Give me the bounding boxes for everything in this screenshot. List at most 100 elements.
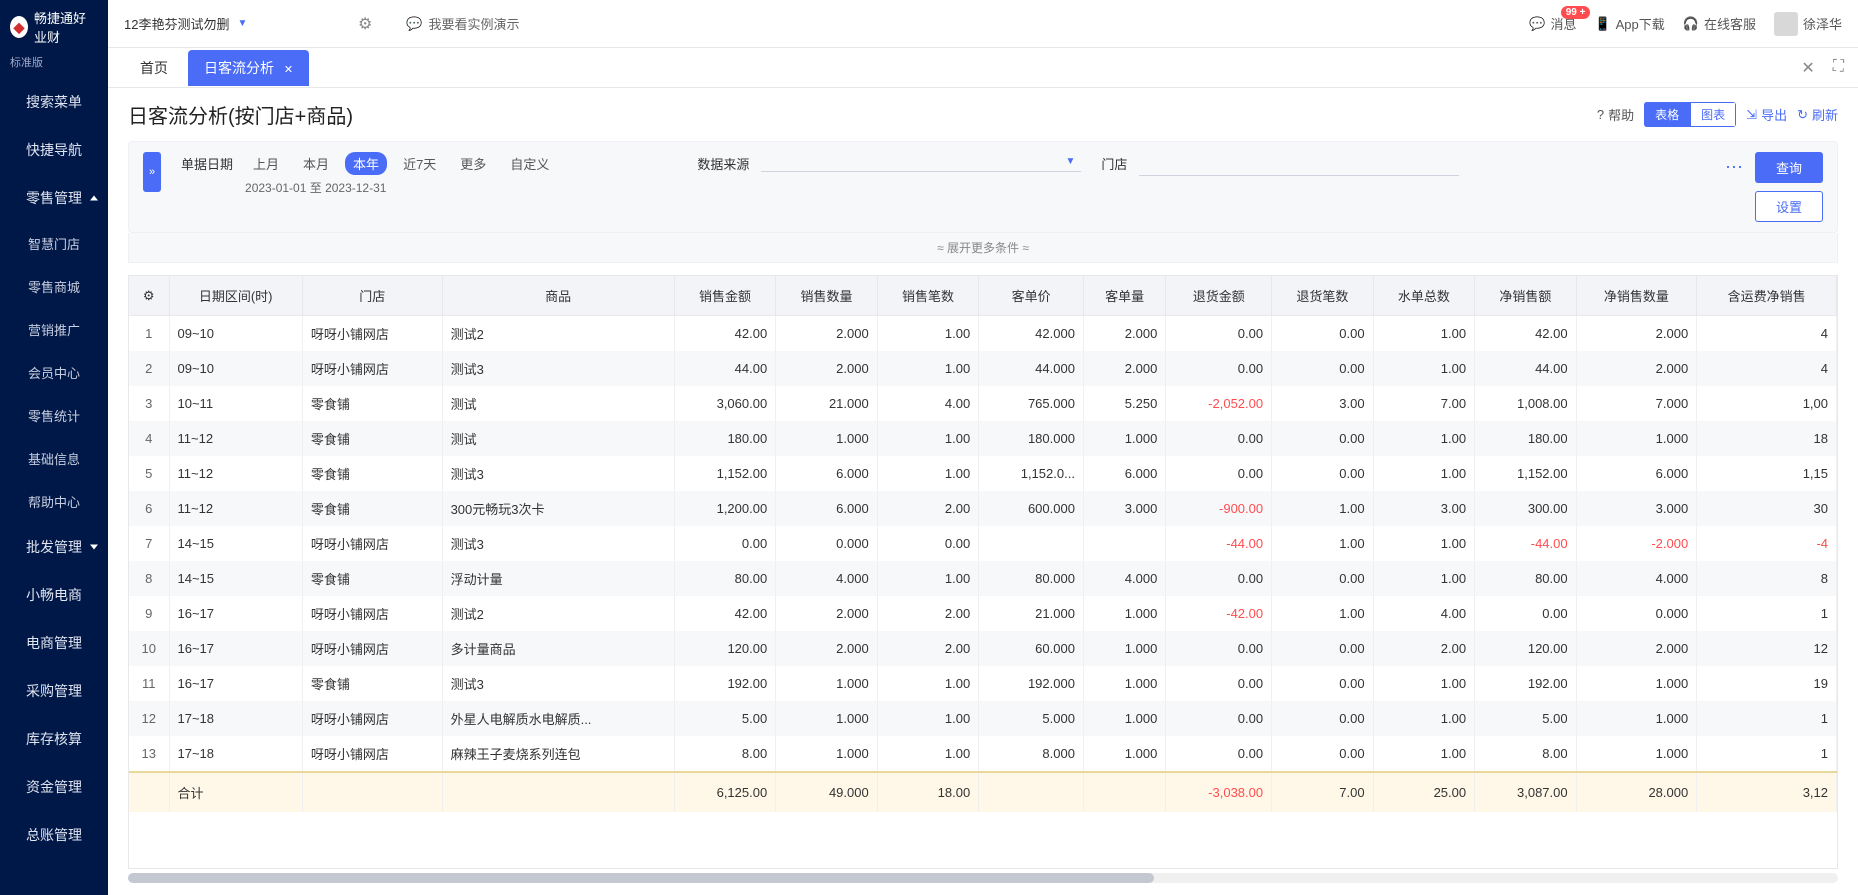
table-cell: 42.00: [674, 316, 776, 352]
column-header[interactable]: 门店: [302, 276, 442, 316]
sidebar-sub-item[interactable]: 基础信息: [0, 437, 108, 480]
scrollbar-thumb[interactable]: [128, 873, 1154, 883]
sidebar-item[interactable]: 电商管理: [0, 619, 108, 667]
column-header[interactable]: 退货笔数: [1272, 276, 1374, 316]
help-link[interactable]: ?帮助: [1597, 105, 1634, 124]
sidebar-item[interactable]: 采购管理: [0, 667, 108, 715]
table-cell: 0.00: [674, 526, 776, 561]
table-cell: 2.00: [877, 491, 979, 526]
refresh-link[interactable]: ↻刷新: [1797, 105, 1838, 124]
column-header[interactable]: 含运费净销售: [1697, 276, 1837, 316]
table-cell: 1.000: [776, 736, 878, 772]
date-range: 2023-01-01 至 2023-12-31: [245, 179, 557, 196]
table-cell: 测试3: [442, 351, 674, 386]
support-button[interactable]: 🎧 在线客服: [1683, 14, 1756, 33]
sidebar-sub-item[interactable]: 会员中心: [0, 351, 108, 394]
column-header[interactable]: 销售数量: [776, 276, 878, 316]
table-cell: 测试: [442, 421, 674, 456]
gear-icon[interactable]: ⚙: [358, 14, 372, 34]
column-header[interactable]: 日期区间(时): [169, 276, 302, 316]
table-cell: -42.00: [1166, 596, 1272, 631]
table-row[interactable]: 310~11零食铺测试3,060.0021.0004.00765.0005.25…: [129, 386, 1837, 421]
column-header[interactable]: 净销售额: [1475, 276, 1577, 316]
table-cell: 16~17: [169, 596, 302, 631]
table-cell: 0.00: [1166, 701, 1272, 736]
sidebar-item[interactable]: 库存核算: [0, 715, 108, 763]
table-row[interactable]: 411~12零食铺测试180.001.0001.00180.0001.0000.…: [129, 421, 1837, 456]
date-option[interactable]: 本月: [295, 152, 337, 175]
sidebar-item-search[interactable]: 搜索菜单: [0, 78, 108, 126]
sidebar: ◆ 畅捷通好业财 标准版 搜索菜单 快捷导航 零售管理 智慧门店零售商城营销推广…: [0, 0, 108, 895]
toggle-chart[interactable]: 图表: [1690, 102, 1736, 127]
total-cell: -3,038.00: [1166, 772, 1272, 812]
sidebar-item[interactable]: 小畅电商: [0, 571, 108, 619]
date-option[interactable]: 本年: [345, 152, 387, 175]
org-dropdown[interactable]: 12李艳芬测试勿删 ▼: [124, 14, 344, 33]
table-row[interactable]: 814~15零食铺浮动计量80.004.0001.0080.0004.0000.…: [129, 561, 1837, 596]
sidebar-sub-item[interactable]: 零售统计: [0, 394, 108, 437]
expand-filters[interactable]: ≈ 展开更多条件 ≈: [128, 233, 1838, 263]
tab-current[interactable]: 日客流分析 ✕: [188, 50, 309, 86]
more-filters-icon[interactable]: ⋯: [1725, 157, 1745, 178]
source-select[interactable]: ▼: [761, 152, 1081, 172]
table-cell: 1: [1697, 736, 1837, 772]
table-row[interactable]: 1016~17呀呀小铺网店多计量商品120.002.0002.0060.0001…: [129, 631, 1837, 666]
download-button[interactable]: 📱 App下载: [1594, 14, 1664, 33]
demo-link[interactable]: 💬 我要看实例演示: [406, 14, 519, 33]
date-option[interactable]: 自定义: [502, 152, 557, 175]
table-row[interactable]: 611~12零食铺300元畅玩3次卡1,200.006.0002.00600.0…: [129, 491, 1837, 526]
table-row[interactable]: 916~17呀呀小铺网店测试242.002.0002.0021.0001.000…: [129, 596, 1837, 631]
table-row[interactable]: 209~10呀呀小铺网店测试344.002.0001.0044.0002.000…: [129, 351, 1837, 386]
table-cell: 3.000: [1083, 491, 1165, 526]
messages-button[interactable]: 💬 消息 99 +: [1529, 14, 1576, 33]
sidebar-item-quicknav[interactable]: 快捷导航: [0, 126, 108, 174]
sidebar-item[interactable]: 总账管理: [0, 811, 108, 859]
tab-home[interactable]: 首页: [124, 50, 184, 86]
user-menu[interactable]: 徐泽华: [1774, 12, 1842, 36]
table-cell: 0.00: [1166, 316, 1272, 352]
column-header[interactable]: 销售笔数: [877, 276, 979, 316]
sidebar-sub-item[interactable]: 帮助中心: [0, 480, 108, 523]
table-cell: 1.000: [1083, 421, 1165, 456]
query-button[interactable]: 查询: [1755, 152, 1823, 183]
settings-button[interactable]: 设置: [1755, 191, 1823, 222]
table-row[interactable]: 1116~17零食铺测试3192.001.0001.00192.0001.000…: [129, 666, 1837, 701]
toggle-table[interactable]: 表格: [1644, 102, 1690, 127]
table-row[interactable]: 109~10呀呀小铺网店测试242.002.0001.0042.0002.000…: [129, 316, 1837, 352]
date-option[interactable]: 更多: [452, 152, 494, 175]
table-row[interactable]: 1317~18呀呀小铺网店麻辣王子麦烧系列连包8.001.0001.008.00…: [129, 736, 1837, 772]
store-input[interactable]: [1139, 152, 1459, 176]
table-row[interactable]: 511~12零食铺测试31,152.006.0001.001,152.0...6…: [129, 456, 1837, 491]
data-table-wrap[interactable]: ⚙日期区间(时)门店商品销售金额销售数量销售笔数客单价客单量退货金额退货笔数水单…: [128, 275, 1838, 869]
table-cell: 180.000: [979, 421, 1084, 456]
column-header[interactable]: 客单价: [979, 276, 1084, 316]
sidebar-item-wholesale[interactable]: 批发管理: [0, 523, 108, 571]
column-header[interactable]: 净销售数量: [1576, 276, 1697, 316]
export-link[interactable]: ⇲导出: [1746, 105, 1787, 124]
date-option[interactable]: 上月: [245, 152, 287, 175]
sidebar-sub-item[interactable]: 零售商城: [0, 265, 108, 308]
sidebar-sub-item[interactable]: 智慧门店: [0, 222, 108, 265]
table-row[interactable]: 714~15呀呀小铺网店测试30.000.0000.00-44.001.001.…: [129, 526, 1837, 561]
collapse-handle[interactable]: »: [143, 152, 161, 192]
table-cell: 6: [129, 491, 169, 526]
tab-close-all-icon[interactable]: ✕: [1797, 54, 1818, 82]
fullscreen-icon[interactable]: ⛶: [1829, 54, 1848, 82]
table-row[interactable]: 1217~18呀呀小铺网店外星人电解质水电解质...5.001.0001.005…: [129, 701, 1837, 736]
column-header[interactable]: 客单量: [1083, 276, 1165, 316]
table-cell: 1.000: [1083, 596, 1165, 631]
horizontal-scrollbar[interactable]: [128, 873, 1838, 883]
sidebar-item[interactable]: 资金管理: [0, 763, 108, 811]
table-cell: 21.000: [979, 596, 1084, 631]
sidebar-item-retail[interactable]: 零售管理: [0, 174, 108, 222]
date-option[interactable]: 近7天: [395, 152, 444, 175]
column-header[interactable]: 退货金额: [1166, 276, 1272, 316]
column-header[interactable]: 水单总数: [1373, 276, 1475, 316]
table-cell: 1.000: [1083, 701, 1165, 736]
column-header[interactable]: 销售金额: [674, 276, 776, 316]
sidebar-sub-item[interactable]: 营销推广: [0, 308, 108, 351]
close-icon[interactable]: ✕: [284, 64, 293, 76]
column-header[interactable]: 商品: [442, 276, 674, 316]
total-cell: 25.00: [1373, 772, 1475, 812]
column-settings-icon[interactable]: ⚙: [129, 276, 169, 316]
